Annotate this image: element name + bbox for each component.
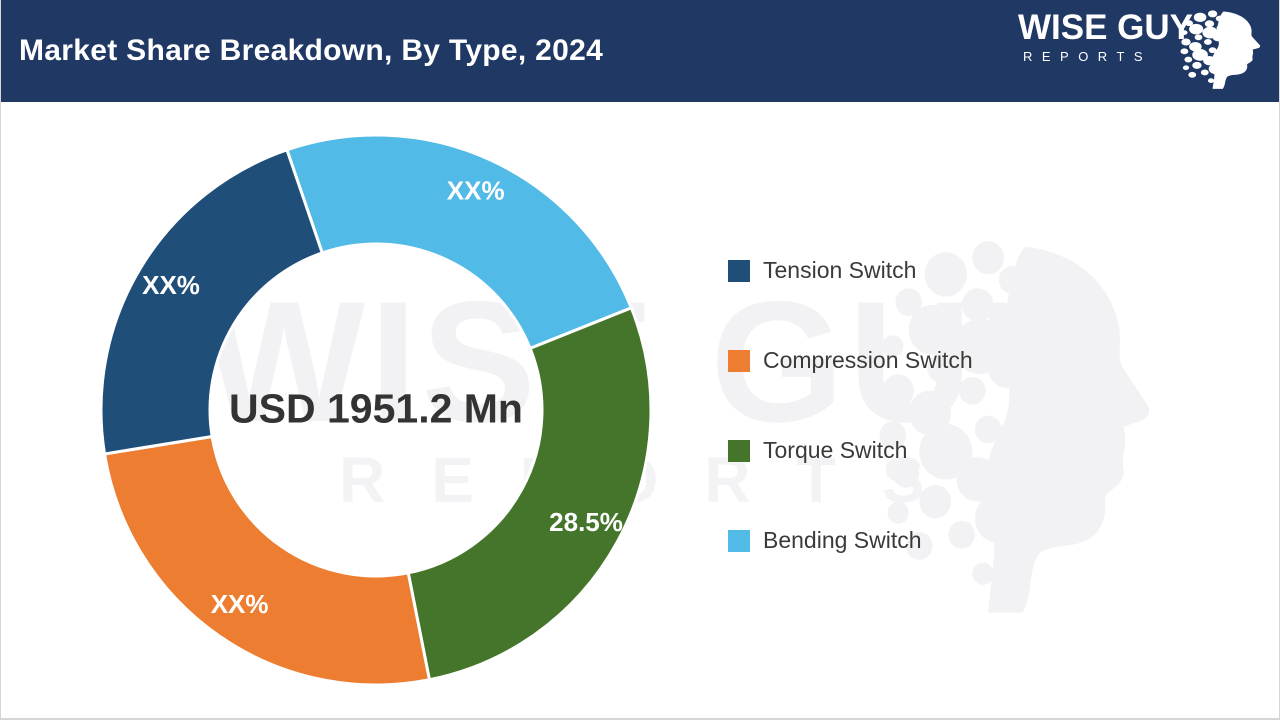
- legend-item-compression-switch: Compression Switch: [728, 347, 973, 374]
- legend-label: Tension Switch: [763, 257, 917, 283]
- legend-item-bending-switch: Bending Switch: [728, 527, 973, 554]
- wiseguy-logo: WISE GUY REPORTS: [1018, 10, 1269, 90]
- donut-segment-bending-switch: [285, 133, 634, 351]
- legend-swatch-icon: [728, 439, 750, 462]
- logo-subtitle: REPORTS: [1022, 49, 1153, 64]
- donut-segment-torque-switch: [406, 305, 653, 682]
- logo-name: WISE GUY: [1017, 8, 1193, 47]
- donut-segment-value-label: 28.5%: [549, 507, 623, 537]
- legend-label: Bending Switch: [763, 527, 922, 553]
- legend-item-torque-switch: Torque Switch: [728, 437, 973, 464]
- donut-segment-value-label: XX%: [211, 589, 269, 619]
- legend-item-tension-switch: Tension Switch: [728, 257, 973, 284]
- page-title: Market Share Breakdown, By Type, 2024: [19, 34, 604, 67]
- legend-swatch-icon: [728, 529, 750, 552]
- logo-text: WISE GUY REPORTS: [1018, 10, 1193, 64]
- donut-segment-compression-switch: [102, 434, 432, 687]
- header-bar: Market Share Breakdown, By Type, 2024 WI…: [1, 0, 1279, 102]
- chart-center-value: USD 1951.2 Mn: [229, 385, 523, 432]
- chart-legend: Tension Switch Compression Switch Torque S…: [728, 257, 973, 617]
- legend-swatch-icon: [728, 349, 750, 372]
- donut-segment-value-label: XX%: [142, 270, 200, 300]
- legend-swatch-icon: [728, 259, 750, 282]
- logo-face-icon: [1180, 10, 1261, 89]
- donut-segment-value-label: XX%: [447, 176, 505, 206]
- donut-segment-tension-switch: [99, 147, 325, 456]
- legend-label: Torque Switch: [763, 437, 908, 463]
- legend-label: Compression Switch: [763, 347, 973, 373]
- donut-chart: XX% 28.5% XX% XX%: [99, 133, 653, 687]
